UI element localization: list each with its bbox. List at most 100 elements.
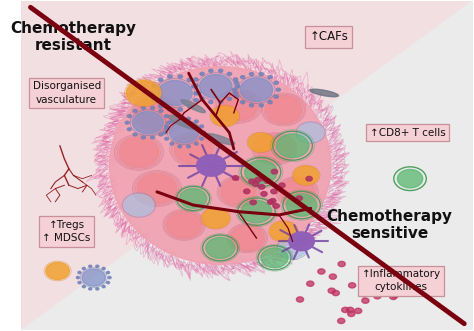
- Ellipse shape: [109, 67, 331, 264]
- Circle shape: [328, 288, 335, 293]
- Circle shape: [397, 169, 423, 188]
- Circle shape: [102, 286, 105, 288]
- Circle shape: [253, 182, 259, 186]
- Circle shape: [167, 121, 171, 124]
- Circle shape: [286, 194, 317, 216]
- Circle shape: [307, 281, 314, 286]
- Circle shape: [133, 109, 137, 112]
- Circle shape: [289, 232, 314, 251]
- Circle shape: [261, 192, 267, 196]
- Circle shape: [107, 281, 109, 284]
- Circle shape: [293, 166, 319, 185]
- Circle shape: [133, 112, 164, 134]
- Circle shape: [261, 248, 288, 268]
- Circle shape: [196, 91, 201, 95]
- Circle shape: [256, 136, 292, 162]
- Text: Chemotherapy
resistant: Chemotherapy resistant: [10, 21, 137, 53]
- Text: ↑Inflammatory
cytoklines: ↑Inflammatory cytoklines: [362, 269, 440, 293]
- Circle shape: [202, 131, 206, 134]
- Circle shape: [241, 201, 272, 223]
- Circle shape: [141, 136, 146, 139]
- Circle shape: [270, 221, 297, 241]
- Circle shape: [194, 142, 198, 145]
- Ellipse shape: [206, 134, 235, 145]
- Circle shape: [219, 101, 223, 104]
- Circle shape: [152, 99, 156, 102]
- Ellipse shape: [310, 89, 338, 97]
- Circle shape: [167, 212, 201, 237]
- Circle shape: [268, 101, 272, 104]
- Circle shape: [306, 176, 312, 181]
- Circle shape: [82, 286, 85, 288]
- Circle shape: [200, 125, 204, 128]
- Circle shape: [164, 125, 168, 128]
- Polygon shape: [21, 1, 474, 330]
- Circle shape: [128, 115, 131, 118]
- Circle shape: [232, 176, 238, 180]
- Circle shape: [194, 78, 198, 81]
- Circle shape: [279, 238, 306, 258]
- Circle shape: [241, 75, 245, 79]
- Circle shape: [170, 120, 174, 123]
- Circle shape: [267, 200, 274, 204]
- Circle shape: [89, 265, 92, 267]
- Circle shape: [273, 204, 279, 208]
- Circle shape: [96, 265, 99, 267]
- Circle shape: [271, 169, 278, 174]
- Circle shape: [392, 293, 399, 298]
- Circle shape: [164, 128, 169, 131]
- Circle shape: [137, 174, 177, 203]
- Circle shape: [150, 91, 154, 95]
- Circle shape: [240, 78, 273, 102]
- Circle shape: [259, 72, 264, 75]
- Circle shape: [194, 92, 198, 95]
- Circle shape: [174, 135, 212, 163]
- Circle shape: [276, 134, 309, 158]
- Circle shape: [178, 117, 182, 120]
- Circle shape: [46, 262, 69, 280]
- Circle shape: [194, 99, 198, 102]
- Circle shape: [164, 115, 169, 118]
- Circle shape: [200, 72, 204, 75]
- Circle shape: [194, 84, 198, 87]
- Circle shape: [342, 307, 349, 312]
- Circle shape: [249, 104, 254, 107]
- Circle shape: [241, 101, 245, 104]
- Circle shape: [346, 307, 354, 312]
- Polygon shape: [21, 1, 474, 330]
- Text: ↑CAFs: ↑CAFs: [309, 30, 348, 43]
- Circle shape: [360, 292, 367, 297]
- Circle shape: [231, 226, 264, 250]
- Circle shape: [187, 145, 191, 148]
- Circle shape: [274, 95, 278, 98]
- Circle shape: [259, 104, 264, 107]
- Circle shape: [158, 80, 192, 106]
- Text: Disorganised
vasculature: Disorganised vasculature: [33, 81, 101, 105]
- Circle shape: [373, 280, 380, 285]
- Circle shape: [236, 85, 240, 88]
- Circle shape: [151, 136, 155, 139]
- Circle shape: [248, 133, 273, 152]
- Ellipse shape: [168, 115, 200, 130]
- Circle shape: [298, 123, 323, 142]
- Circle shape: [125, 195, 154, 215]
- Circle shape: [159, 133, 163, 136]
- Circle shape: [128, 128, 131, 131]
- Circle shape: [164, 137, 168, 140]
- Circle shape: [332, 290, 339, 296]
- Circle shape: [187, 105, 192, 108]
- Circle shape: [82, 269, 106, 286]
- Circle shape: [296, 196, 302, 201]
- Circle shape: [318, 269, 325, 274]
- Circle shape: [338, 261, 345, 267]
- Circle shape: [329, 274, 337, 279]
- Circle shape: [163, 131, 166, 134]
- Circle shape: [249, 72, 254, 75]
- Circle shape: [362, 298, 369, 303]
- Circle shape: [374, 294, 381, 299]
- Circle shape: [389, 286, 396, 291]
- Circle shape: [78, 281, 81, 284]
- Circle shape: [180, 189, 207, 208]
- Circle shape: [279, 183, 285, 188]
- Circle shape: [133, 133, 137, 136]
